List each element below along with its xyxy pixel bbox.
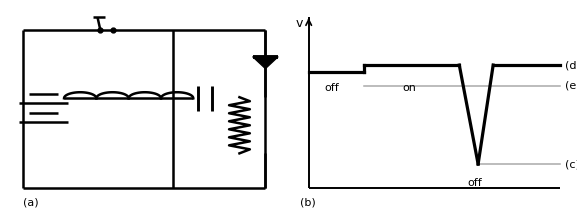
Text: off: off — [467, 178, 482, 188]
Text: (c): (c) — [565, 159, 577, 169]
Text: v: v — [295, 17, 303, 30]
Text: (b): (b) — [300, 197, 316, 207]
Text: (d): (d) — [565, 60, 577, 70]
Text: on: on — [402, 83, 416, 93]
Text: (e): (e) — [565, 81, 577, 91]
Text: off: off — [324, 83, 339, 93]
Polygon shape — [253, 57, 278, 69]
Text: (a): (a) — [23, 197, 39, 207]
